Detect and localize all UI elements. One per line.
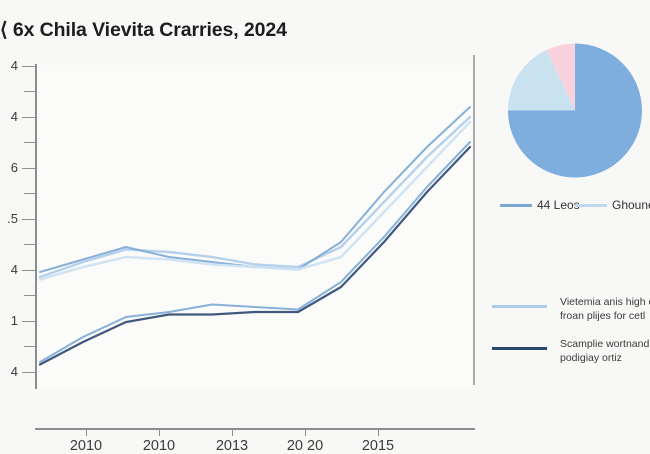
- pie-slice: [546, 43, 575, 111]
- line-series-svg: [38, 106, 472, 366]
- x-axis-label: 2015: [361, 438, 395, 454]
- legend-label: 44 Leos: [537, 198, 580, 212]
- y-axis-label: 4: [10, 58, 18, 73]
- y-axis-tick-minor: [24, 193, 36, 194]
- legend-label: Scamplie wortnand podigiay ortiz: [560, 338, 650, 364]
- line-series: [38, 115, 472, 279]
- y-axis-tick-minor: [24, 91, 36, 92]
- y-axis-label: 1: [10, 313, 18, 328]
- pie-chart-svg: [508, 43, 642, 178]
- legend-swatch: [492, 347, 547, 350]
- right-column: 44 Leos Ghoune Vietemia anis high ca froa…: [474, 0, 650, 434]
- pie-chart: [505, 43, 645, 178]
- y-axis-tick: [22, 321, 36, 322]
- legend-swatch: [575, 203, 607, 207]
- y-axis-tick: [22, 219, 36, 220]
- page-title: ⟨ 6x Chila Vievita Crarries, 2024: [0, 19, 287, 41]
- x-axis-label: 2010: [142, 438, 176, 454]
- legend-swatch: [500, 203, 532, 207]
- y-axis-tick: [22, 66, 36, 67]
- y-axis-line: [35, 64, 37, 389]
- x-axis-label: 20 20: [286, 438, 324, 454]
- pie-legend-item[interactable]: 44 Leos: [500, 196, 580, 214]
- y-axis-label: 4: [10, 109, 18, 124]
- legend-label: Vietemia anis high ca froan plijes for c…: [560, 296, 650, 322]
- y-axis-tick-minor: [24, 346, 36, 347]
- y-axis-tick: [22, 117, 36, 118]
- y-axis-tick: [22, 168, 36, 169]
- y-axis-tick-minor: [24, 142, 36, 143]
- x-axis-label: 2010: [69, 438, 103, 454]
- pie-legend-item[interactable]: Ghoune: [575, 196, 650, 214]
- y-axis-tick-minor: [24, 244, 36, 245]
- x-axis-label: 2013: [215, 438, 249, 454]
- series-legend: Vietemia anis high ca froan plijes for c…: [492, 296, 650, 380]
- y-axis-label: .5: [7, 211, 18, 226]
- x-axis-line: [35, 428, 475, 430]
- y-axis-label: 4: [10, 262, 18, 277]
- pie-slice: [508, 49, 575, 111]
- legend-label: Ghoune: [612, 198, 650, 212]
- x-axis-tick: [378, 429, 379, 436]
- panel-divider: [473, 55, 475, 385]
- x-axis-tick: [159, 429, 160, 436]
- line-series: [38, 120, 472, 281]
- pie-legend: 44 Leos Ghoune: [490, 196, 650, 214]
- x-axis-tick: [305, 429, 306, 436]
- plot-area-background: [36, 65, 472, 387]
- series-legend-item[interactable]: Vietemia anis high ca froan plijes for c…: [492, 296, 650, 338]
- line-chart-panel: 4 4 6 .5 4 1 4 2010 2010 2013 20 20 2015: [0, 52, 475, 454]
- x-axis-tick: [86, 429, 87, 436]
- y-axis-tick-minor: [24, 295, 36, 296]
- series-legend-item[interactable]: Scamplie wortnand podigiay ortiz: [492, 338, 650, 380]
- x-axis-tick: [232, 429, 233, 436]
- y-axis-tick: [22, 270, 36, 271]
- y-axis-label: 4: [10, 364, 18, 379]
- y-axis-tick: [22, 372, 36, 373]
- line-series: [39, 141, 471, 363]
- y-axis-label: 6: [10, 160, 18, 175]
- line-series: [38, 145, 472, 366]
- legend-swatch: [492, 305, 547, 308]
